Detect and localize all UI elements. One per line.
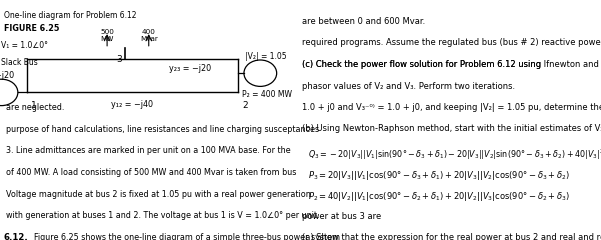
Text: $Q_3 = -20|V_3||V_1|\mathrm{sin}(90° - \delta_3+\delta_1)-20|V_3||V_2|\mathrm{si: $Q_3 = -20|V_3||V_1|\mathrm{sin}(90° - \… [308, 148, 601, 162]
Text: Slack Bus: Slack Bus [1, 58, 37, 66]
Text: y₂₃ = −j20: y₂₃ = −j20 [169, 64, 212, 73]
Text: 6.12.: 6.12. [4, 233, 28, 240]
Text: Figure 6.25 shows the one-line diagram of a simple three-bus power system: Figure 6.25 shows the one-line diagram o… [34, 233, 340, 240]
Text: power at bus 3 are: power at bus 3 are [302, 212, 381, 221]
Text: phasor values of V₂ and V₃. Perform two iterations.: phasor values of V₂ and V₃. Perform two … [302, 82, 515, 91]
Text: (b) Using Newton-Raphson method, start with the initial estimates of V₂⁻⁰⁾ =: (b) Using Newton-Raphson method, start w… [302, 124, 601, 133]
Text: 500
MW: 500 MW [100, 29, 114, 42]
Text: 1: 1 [31, 101, 37, 110]
Text: 2: 2 [242, 101, 248, 110]
Text: (c) Check the power flow solution for Problem 6.12 using: (c) Check the power flow solution for Pr… [302, 60, 544, 69]
Text: (c) Check the power flow solution for Problem 6.12 using lfnewton and other: (c) Check the power flow solution for Pr… [302, 60, 601, 69]
Text: One-line diagram for Problem 6.12: One-line diagram for Problem 6.12 [4, 11, 136, 20]
Text: $P_3 = 20|V_3||V_1|\mathrm{cos}(90° - \delta_3 + \delta_1) + 20|V_3||V_2|\mathrm: $P_3 = 20|V_3||V_1|\mathrm{cos}(90° - \d… [308, 169, 570, 182]
Text: 3: 3 [116, 55, 122, 64]
Text: FIGURE 6.25: FIGURE 6.25 [4, 24, 59, 33]
Text: purpose of hand calculations, line resistances and line charging susceptances: purpose of hand calculations, line resis… [6, 125, 319, 134]
Text: of 400 MW. A load consisting of 500 MW and 400 Mvar is taken from bus: of 400 MW. A load consisting of 500 MW a… [6, 168, 296, 177]
Text: $P_2 = 40|V_2||V_1|\mathrm{cos}(90° - \delta_2 + \delta_1) + 20|V_2||V_3|\mathrm: $P_2 = 40|V_2||V_1|\mathrm{cos}(90° - \d… [308, 190, 570, 203]
Text: 400
Mvar: 400 Mvar [140, 29, 157, 42]
Text: 3. Line admittances are marked in per unit on a 100 MVA base. For the: 3. Line admittances are marked in per un… [6, 146, 290, 156]
Text: with generation at buses 1 and 2. The voltage at bus 1 is V = 1.0∠0° per unit.: with generation at buses 1 and 2. The vo… [6, 211, 320, 220]
Text: V₁ = 1.0∠0°: V₁ = 1.0∠0° [1, 41, 47, 50]
Text: Voltage magnitude at bus 2 is fixed at 1.05 pu with a real power generation: Voltage magnitude at bus 2 is fixed at 1… [6, 190, 311, 199]
Text: required programs. Assume the regulated bus (bus # 2) reactive power limits: required programs. Assume the regulated … [302, 38, 601, 48]
Text: P₂ = 400 MW: P₂ = 400 MW [242, 90, 293, 99]
Text: (a) Show that the expression for the real power at bus 2 and real and reactive: (a) Show that the expression for the rea… [302, 233, 601, 240]
Text: |V₂| = 1.05: |V₂| = 1.05 [245, 52, 287, 61]
Text: 1.0 + j0 and V₃⁻⁰⁾ = 1.0 + j0, and keeping |V₂| = 1.05 pu, determine the: 1.0 + j0 and V₃⁻⁰⁾ = 1.0 + j0, and keepi… [302, 103, 601, 112]
Text: are neglected.: are neglected. [6, 103, 64, 112]
Text: y₁₂ = −j40: y₁₂ = −j40 [111, 100, 153, 109]
Text: y₁₃ = −j20: y₁₃ = −j20 [0, 71, 14, 80]
Text: are between 0 and 600 Mvar.: are between 0 and 600 Mvar. [302, 17, 426, 26]
